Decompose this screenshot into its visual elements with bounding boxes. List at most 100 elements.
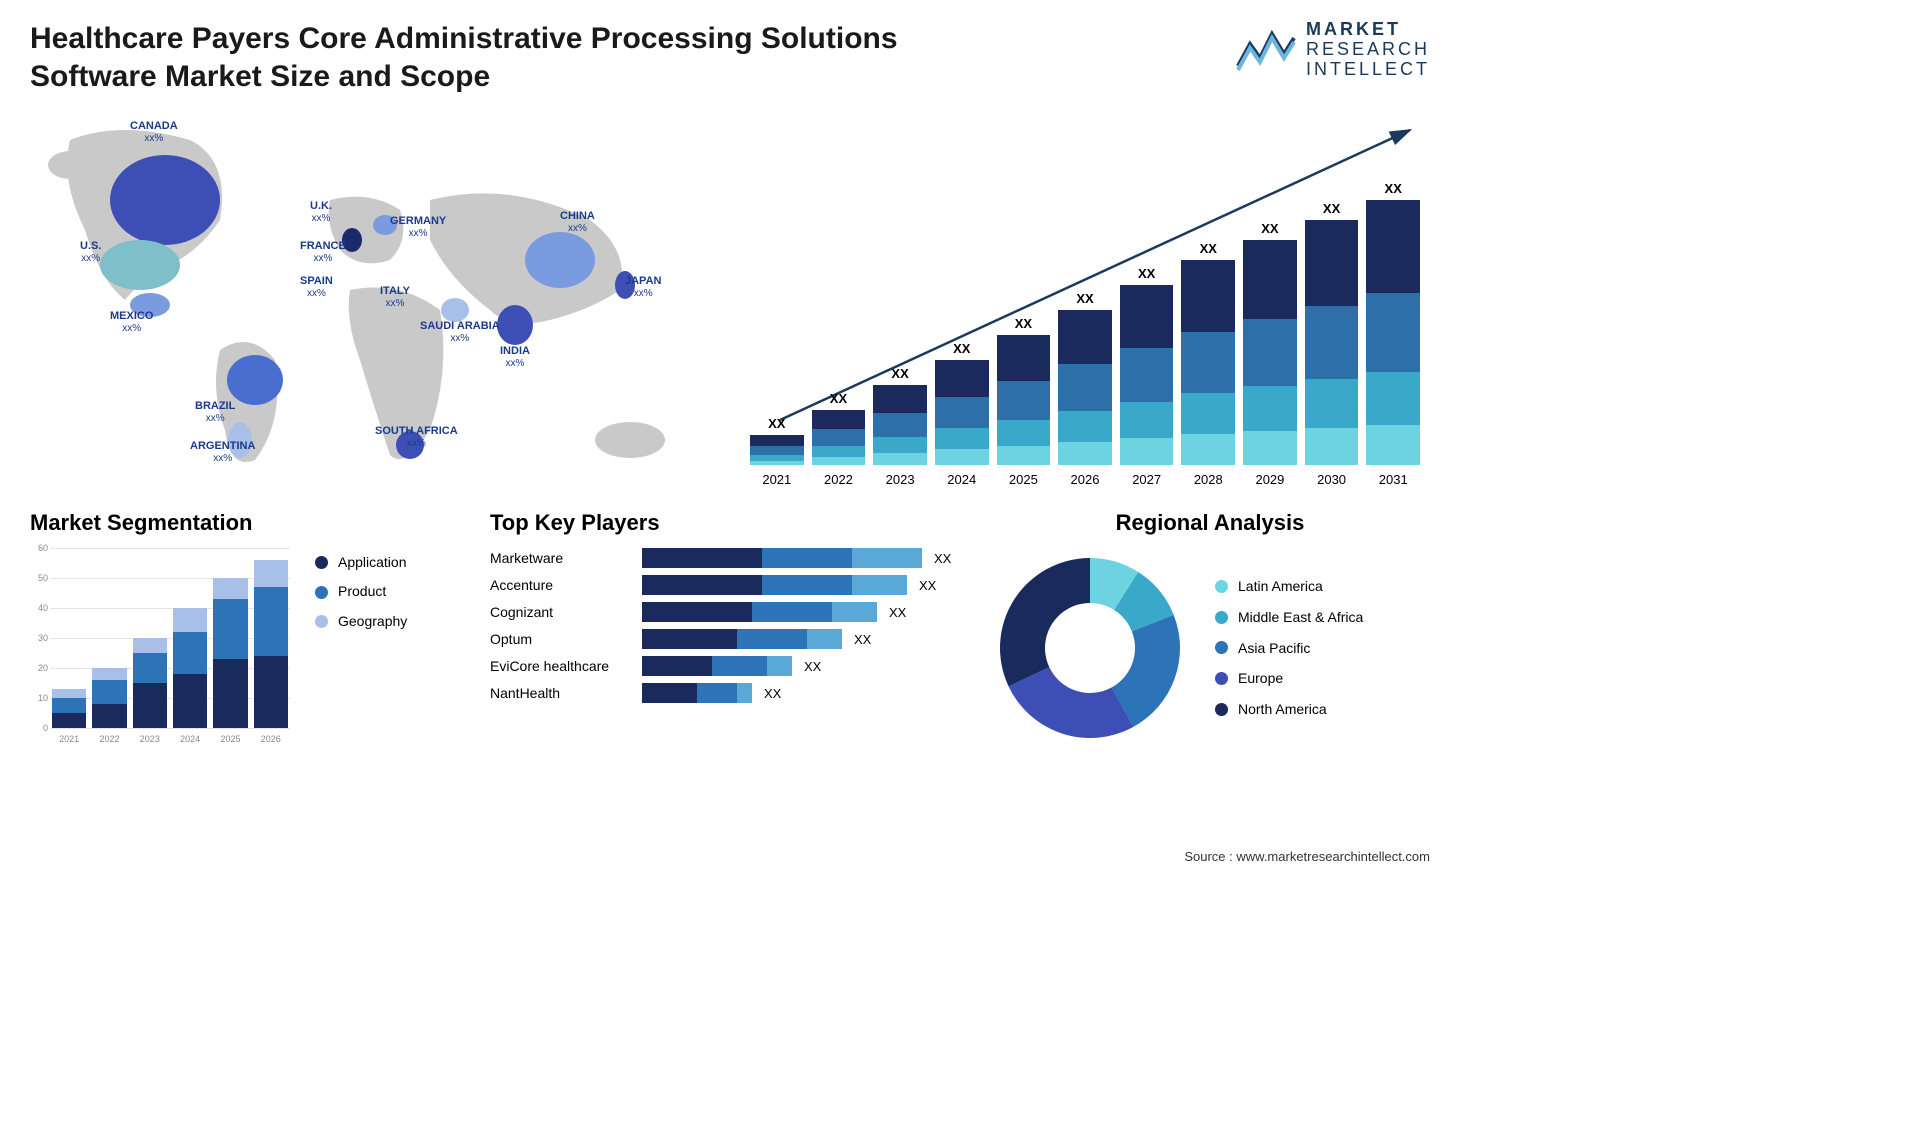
growth-bar-year: 2024 — [947, 472, 976, 487]
growth-bar-year: 2031 — [1379, 472, 1408, 487]
player-value: XX — [764, 686, 781, 701]
growth-bar-year: 2027 — [1132, 472, 1161, 487]
segmentation-bar: 2023 — [133, 638, 167, 728]
growth-bar: XX2027 — [1120, 266, 1174, 465]
segmentation-chart: 0102030405060 202120222023202420252026 A… — [30, 548, 460, 748]
world-map: CANADAxx%U.S.xx%MEXICOxx%BRAZILxx%ARGENT… — [30, 110, 710, 490]
player-bar — [642, 629, 842, 649]
growth-bar-value: XX — [768, 416, 785, 431]
growth-bar: XX2023 — [873, 366, 927, 465]
logo-line1: MARKET — [1306, 20, 1430, 40]
player-row: NantHealth XX — [490, 683, 960, 703]
growth-bar-value: XX — [830, 391, 847, 406]
legend-item: Europe — [1215, 663, 1363, 694]
growth-bar-year: 2021 — [762, 472, 791, 487]
donut-slice — [1009, 667, 1134, 738]
segmentation-bar: 2024 — [173, 608, 207, 728]
logo-text: MARKET RESEARCH INTELLECT — [1306, 20, 1430, 79]
source-text: Source : www.marketresearchintellect.com — [1184, 849, 1430, 864]
regional-legend: Latin AmericaMiddle East & AfricaAsia Pa… — [1215, 571, 1363, 725]
growth-bar-year: 2023 — [886, 472, 915, 487]
player-value: XX — [919, 578, 936, 593]
growth-bar-value: XX — [1015, 316, 1032, 331]
legend-item: Latin America — [1215, 571, 1363, 602]
regional-chart: Latin AmericaMiddle East & AfricaAsia Pa… — [990, 548, 1430, 748]
segmentation-panel: Market Segmentation 0102030405060 202120… — [30, 510, 460, 748]
player-name: NantHealth — [490, 685, 630, 701]
player-value: XX — [934, 551, 951, 566]
growth-bar-year: 2030 — [1317, 472, 1346, 487]
player-name: Marketware — [490, 550, 630, 566]
segmentation-bar: 2021 — [52, 689, 86, 728]
player-name: Accenture — [490, 577, 630, 593]
legend-item: Product — [315, 577, 407, 606]
player-value: XX — [854, 632, 871, 647]
player-row: Marketware XX — [490, 548, 960, 568]
player-value: XX — [804, 659, 821, 674]
regional-title: Regional Analysis — [990, 510, 1430, 536]
logo-icon — [1236, 26, 1296, 74]
player-value: XX — [889, 605, 906, 620]
growth-bar: XX2030 — [1305, 201, 1359, 465]
growth-bar: XX2026 — [1058, 291, 1112, 465]
players-panel: Top Key Players MarketwareXXAccentureXXC… — [490, 510, 960, 748]
logo-line2: RESEARCH — [1306, 40, 1430, 60]
legend-item: Asia Pacific — [1215, 633, 1363, 664]
player-row: Cognizant XX — [490, 602, 960, 622]
growth-bar-year: 2029 — [1255, 472, 1284, 487]
segmentation-bar: 2022 — [92, 668, 126, 728]
segmentation-title: Market Segmentation — [30, 510, 460, 536]
growth-bar: XX2031 — [1366, 181, 1420, 465]
logo-line3: INTELLECT — [1306, 60, 1430, 80]
donut-slice — [1000, 558, 1090, 686]
player-row: EviCore healthcare XX — [490, 656, 960, 676]
player-name: Optum — [490, 631, 630, 647]
legend-item: Middle East & Africa — [1215, 602, 1363, 633]
legend-item: Geography — [315, 607, 407, 636]
growth-bar-year: 2022 — [824, 472, 853, 487]
segmentation-legend: ApplicationProductGeography — [315, 548, 407, 748]
growth-bar-value: XX — [1200, 241, 1217, 256]
players-title: Top Key Players — [490, 510, 960, 536]
growth-bar: XX2029 — [1243, 221, 1297, 465]
growth-bar-year: 2025 — [1009, 472, 1038, 487]
player-bar — [642, 602, 877, 622]
growth-bar-value: XX — [1076, 291, 1093, 306]
top-row: CANADAxx%U.S.xx%MEXICOxx%BRAZILxx%ARGENT… — [30, 110, 1430, 490]
growth-bar-value: XX — [1261, 221, 1278, 236]
players-list: Marketware XX Accenture XX Cognizant XX Optum X… — [490, 548, 960, 703]
segmentation-bar: 2025 — [213, 578, 247, 728]
player-bar — [642, 575, 907, 595]
growth-bar-value: XX — [891, 366, 908, 381]
growth-bar: XX2025 — [997, 316, 1051, 465]
player-row: Accenture XX — [490, 575, 960, 595]
growth-bar-year: 2026 — [1071, 472, 1100, 487]
growth-chart: XX2021XX2022XX2023XX2024XX2025XX2026XX20… — [740, 110, 1430, 490]
donut-chart — [990, 548, 1190, 748]
growth-bar-year: 2028 — [1194, 472, 1223, 487]
player-row: Optum XX — [490, 629, 960, 649]
player-bar — [642, 683, 752, 703]
growth-bar: XX2022 — [812, 391, 866, 465]
player-name: EviCore healthcare — [490, 658, 630, 674]
player-bar — [642, 656, 792, 676]
growth-bar-value: XX — [953, 341, 970, 356]
legend-item: Application — [315, 548, 407, 577]
growth-bar-value: XX — [1323, 201, 1340, 216]
growth-bar: XX2021 — [750, 416, 804, 465]
map-svg — [30, 110, 710, 490]
brand-logo: MARKET RESEARCH INTELLECT — [1236, 20, 1430, 79]
player-name: Cognizant — [490, 604, 630, 620]
growth-bar-value: XX — [1385, 181, 1402, 196]
growth-bar: XX2028 — [1181, 241, 1235, 465]
header: Healthcare Payers Core Administrative Pr… — [30, 20, 1430, 95]
segmentation-bar: 2026 — [254, 560, 288, 728]
growth-bar: XX2024 — [935, 341, 989, 465]
growth-bar-value: XX — [1138, 266, 1155, 281]
page-title: Healthcare Payers Core Administrative Pr… — [30, 20, 980, 95]
regional-panel: Regional Analysis Latin AmericaMiddle Ea… — [990, 510, 1430, 748]
player-bar — [642, 548, 922, 568]
segmentation-bars: 0102030405060 202120222023202420252026 — [30, 548, 290, 748]
legend-item: North America — [1215, 694, 1363, 725]
bottom-row: Market Segmentation 0102030405060 202120… — [30, 510, 1430, 748]
